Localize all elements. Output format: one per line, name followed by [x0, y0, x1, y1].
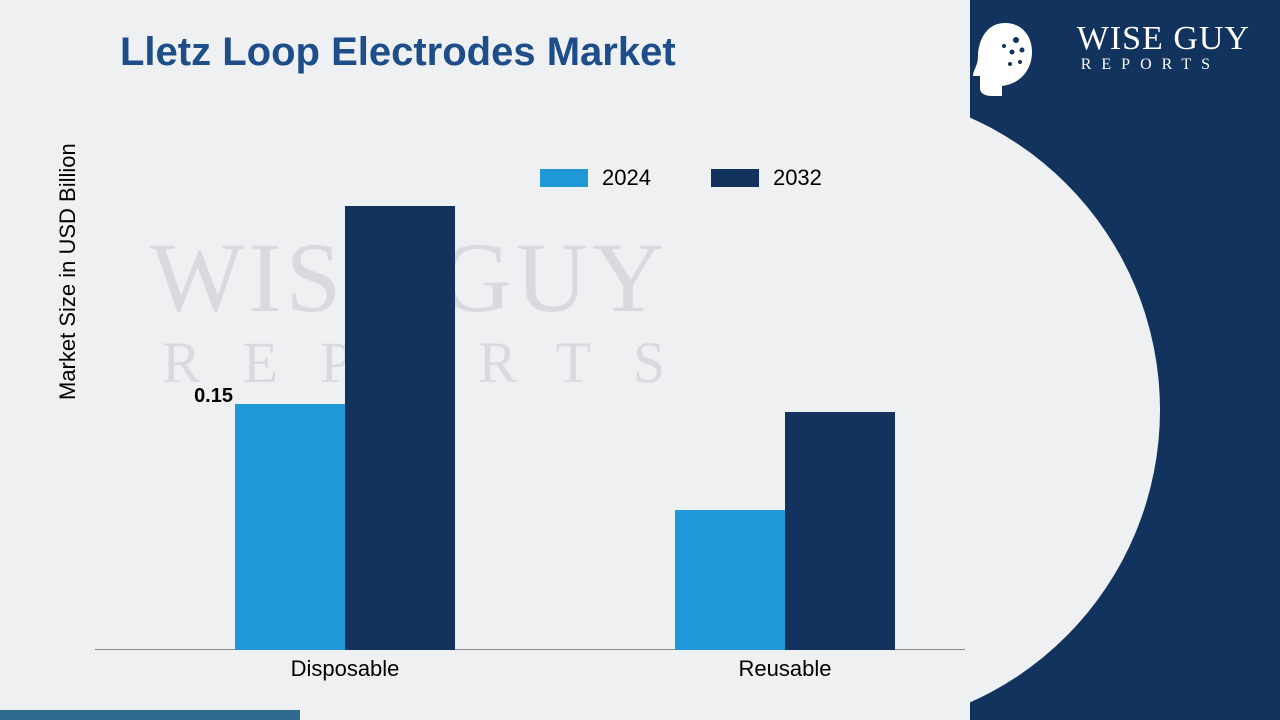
x-category-label: Disposable	[215, 650, 475, 682]
brand-logo: WISE GUY REPORTS	[1077, 20, 1250, 74]
bar-value-label: 0.15	[173, 385, 233, 408]
bar-group: Reusable	[655, 190, 915, 650]
y-axis-label: Market Size in USD Billion	[55, 143, 81, 400]
brand-logo-line1: WISE GUY	[1077, 20, 1250, 58]
bar-group: 0.15Disposable	[215, 190, 475, 650]
brand-head-icon	[970, 18, 1040, 98]
bar-2032	[345, 206, 455, 650]
bar-2032	[785, 412, 895, 650]
legend-swatch-2024	[540, 169, 588, 187]
plot-area: 0.15Disposable Reusable	[95, 190, 965, 650]
x-category-label: Reusable	[655, 650, 915, 682]
bar-2024	[675, 510, 785, 650]
chart-canvas: WISE GUY REPORTS WISE GUY REPORTS Lletz …	[0, 0, 1280, 720]
legend-item-2032: 2032	[711, 165, 822, 191]
bar-2024	[235, 404, 345, 650]
legend-swatch-2032	[711, 169, 759, 187]
legend-label-2024: 2024	[602, 165, 651, 191]
chart-title: Lletz Loop Electrodes Market	[120, 30, 676, 75]
legend-label-2032: 2032	[773, 165, 822, 191]
bottom-accent-bar	[0, 710, 300, 720]
legend: 2024 2032	[540, 165, 822, 191]
brand-logo-line2: REPORTS	[1077, 56, 1250, 74]
right-panel-clip: WISE GUY REPORTS	[970, 0, 1280, 720]
legend-item-2024: 2024	[540, 165, 651, 191]
